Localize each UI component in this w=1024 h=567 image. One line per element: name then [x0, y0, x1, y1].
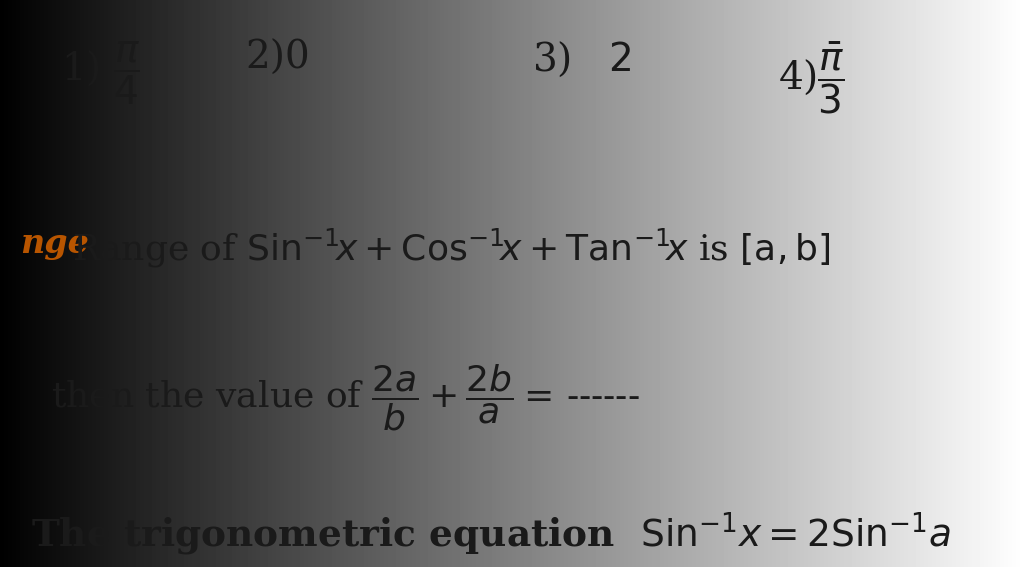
Text: 3)   $2$: 3) $2$ — [532, 40, 633, 79]
Text: 4)$\dfrac{\bar{\pi}}{3}$: 4)$\dfrac{\bar{\pi}}{3}$ — [778, 40, 845, 116]
Text: nge: nge — [20, 227, 89, 260]
Text: 1) $\dfrac{\pi}{4}$: 1) $\dfrac{\pi}{4}$ — [61, 40, 140, 107]
Text: 2)0: 2)0 — [246, 40, 310, 77]
Text: The trigonometric equation  $\mathrm{Sin}^{-1}x=2\mathrm{Sin}^{-1}a$: The trigonometric equation $\mathrm{Sin}… — [31, 510, 951, 558]
Text: then the value of $\dfrac{2a}{b}+\dfrac{2b}{a}=\!$ ------: then the value of $\dfrac{2a}{b}+\dfrac{… — [51, 363, 640, 433]
Text: Range of $\mathrm{Sin}^{-1}\!x+\mathrm{Cos}^{-1}\!x+\mathrm{Tan}^{-1}\!x$ is $[\: Range of $\mathrm{Sin}^{-1}\!x+\mathrm{C… — [72, 227, 830, 270]
